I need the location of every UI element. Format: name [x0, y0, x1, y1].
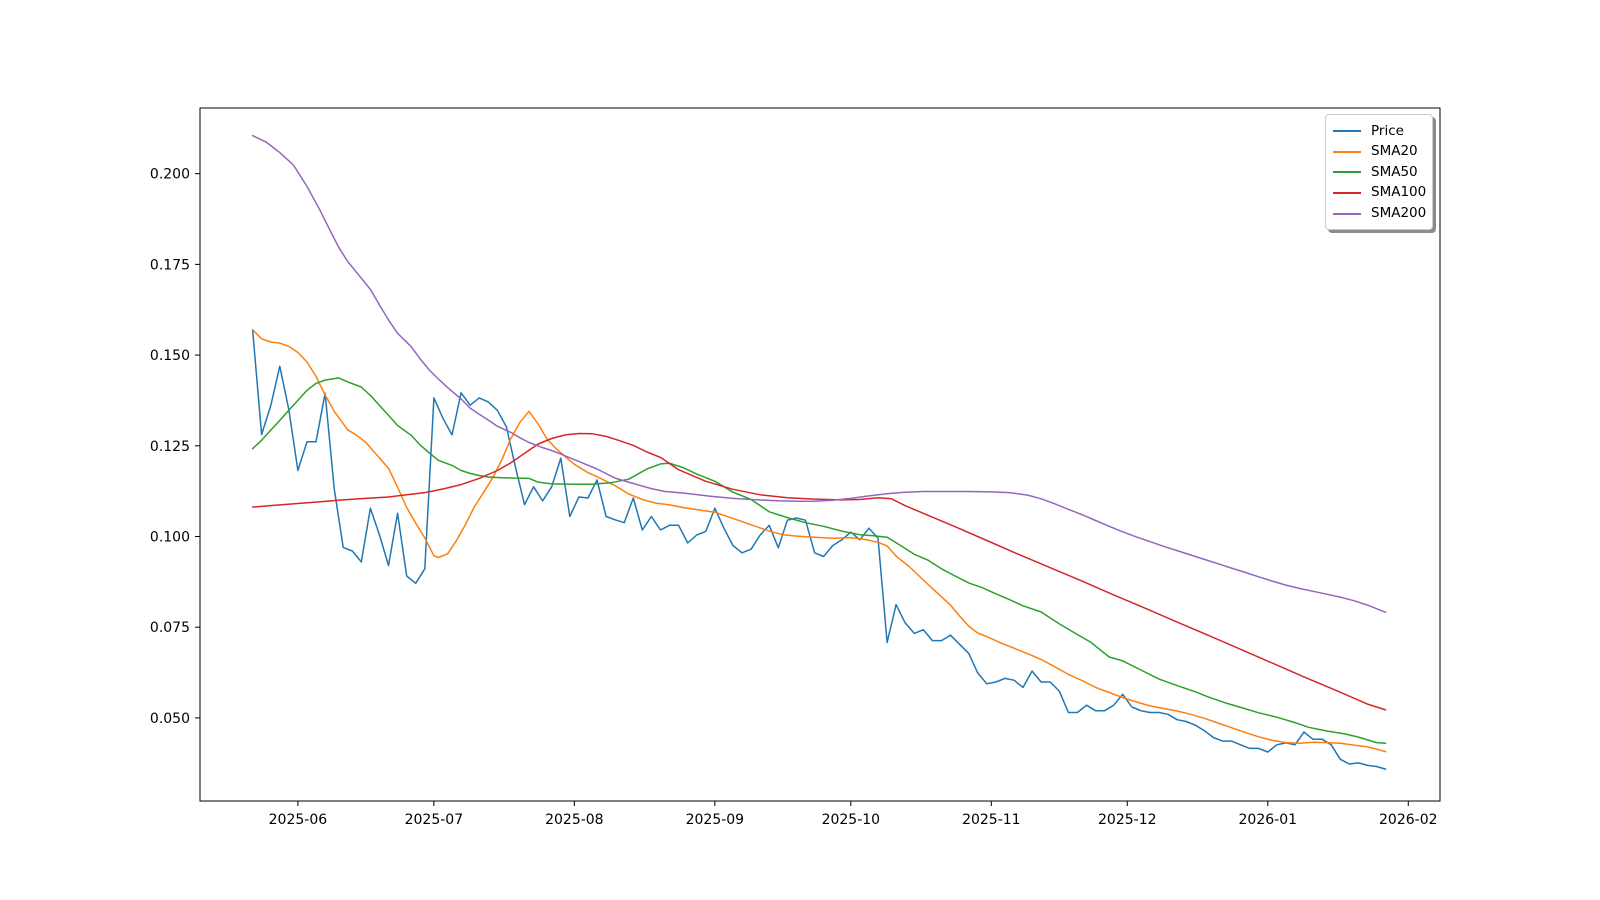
y-tick-label: 0.100 [150, 529, 190, 545]
legend-item-sma200: SMA200 [1333, 203, 1427, 224]
legend-label: SMA20 [1371, 143, 1418, 160]
x-tick-label: 2026-02 [1379, 812, 1438, 828]
y-tick-label: 0.050 [150, 711, 190, 727]
x-tick-label: 2025-06 [269, 812, 328, 828]
series-line-sma100 [251, 432, 1387, 711]
y-tick-label: 0.200 [150, 167, 190, 183]
x-tick-label: 2025-10 [822, 812, 881, 828]
legend-line-sample [1333, 171, 1361, 174]
series-line-sma50 [251, 377, 1387, 745]
legend-label: Price [1371, 122, 1404, 139]
y-tick-label: 0.075 [150, 620, 190, 636]
legend-line-sample [1333, 130, 1361, 133]
legend: Price SMA20 SMA50 SMA100 SMA200 [1325, 114, 1433, 230]
axes: 0.050 0.075 0.100 0.125 0.150 0.175 0.200 2025-… [150, 167, 1438, 828]
legend-line-sample [1333, 212, 1361, 215]
legend-line-sample [1333, 150, 1361, 153]
x-tick-label: 2025-11 [962, 812, 1021, 828]
x-tick-label: 2025-12 [1098, 812, 1157, 828]
y-tick-label: 0.175 [150, 257, 190, 273]
legend-line-sample [1333, 192, 1361, 195]
x-tick-label: 2025-08 [545, 812, 604, 828]
legend-label: SMA200 [1371, 204, 1427, 221]
legend-item-sma100: SMA100 [1333, 183, 1427, 204]
series-line-sma20 [251, 328, 1387, 753]
y-tick-label: 0.150 [150, 348, 190, 364]
y-tick-label: 0.125 [150, 439, 190, 455]
legend-item-sma50: SMA50 [1333, 162, 1424, 183]
series-line-sma200 [251, 134, 1387, 614]
legend-item-price: Price [1333, 121, 1424, 142]
legend-label: SMA50 [1371, 163, 1418, 180]
legend-label: SMA100 [1371, 184, 1427, 201]
series-lines [251, 134, 1387, 770]
x-tick-label: 2025-09 [686, 812, 745, 828]
plot-border [199, 107, 1441, 802]
series-line-price [251, 328, 1387, 770]
legend-item-sma20: SMA20 [1333, 142, 1424, 163]
x-tick-label: 2026-01 [1239, 812, 1298, 828]
x-tick-label: 2025-07 [405, 812, 464, 828]
